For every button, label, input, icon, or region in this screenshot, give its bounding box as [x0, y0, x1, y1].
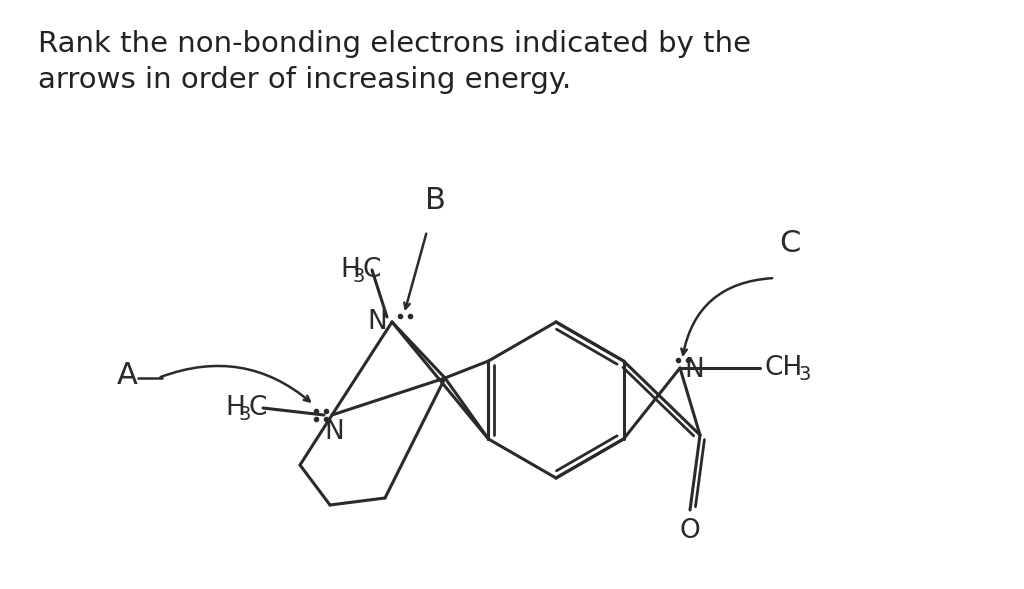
Text: Rank the non-bonding electrons indicated by the
arrows in order of increasing en: Rank the non-bonding electrons indicated…: [38, 30, 751, 94]
Text: N: N: [325, 419, 344, 445]
Text: B: B: [425, 186, 445, 215]
Text: O: O: [680, 518, 700, 544]
Text: C: C: [362, 257, 381, 283]
Text: A: A: [117, 360, 138, 389]
Text: N: N: [368, 309, 387, 335]
Text: 3: 3: [238, 405, 251, 423]
Text: C: C: [779, 229, 801, 258]
Text: N: N: [684, 357, 703, 383]
Text: H: H: [225, 395, 245, 421]
Text: CH: CH: [764, 355, 802, 381]
Text: H: H: [340, 257, 359, 283]
Text: 3: 3: [798, 365, 810, 383]
Text: —: —: [723, 358, 745, 378]
Text: C: C: [248, 395, 266, 421]
Text: 3: 3: [353, 266, 366, 286]
